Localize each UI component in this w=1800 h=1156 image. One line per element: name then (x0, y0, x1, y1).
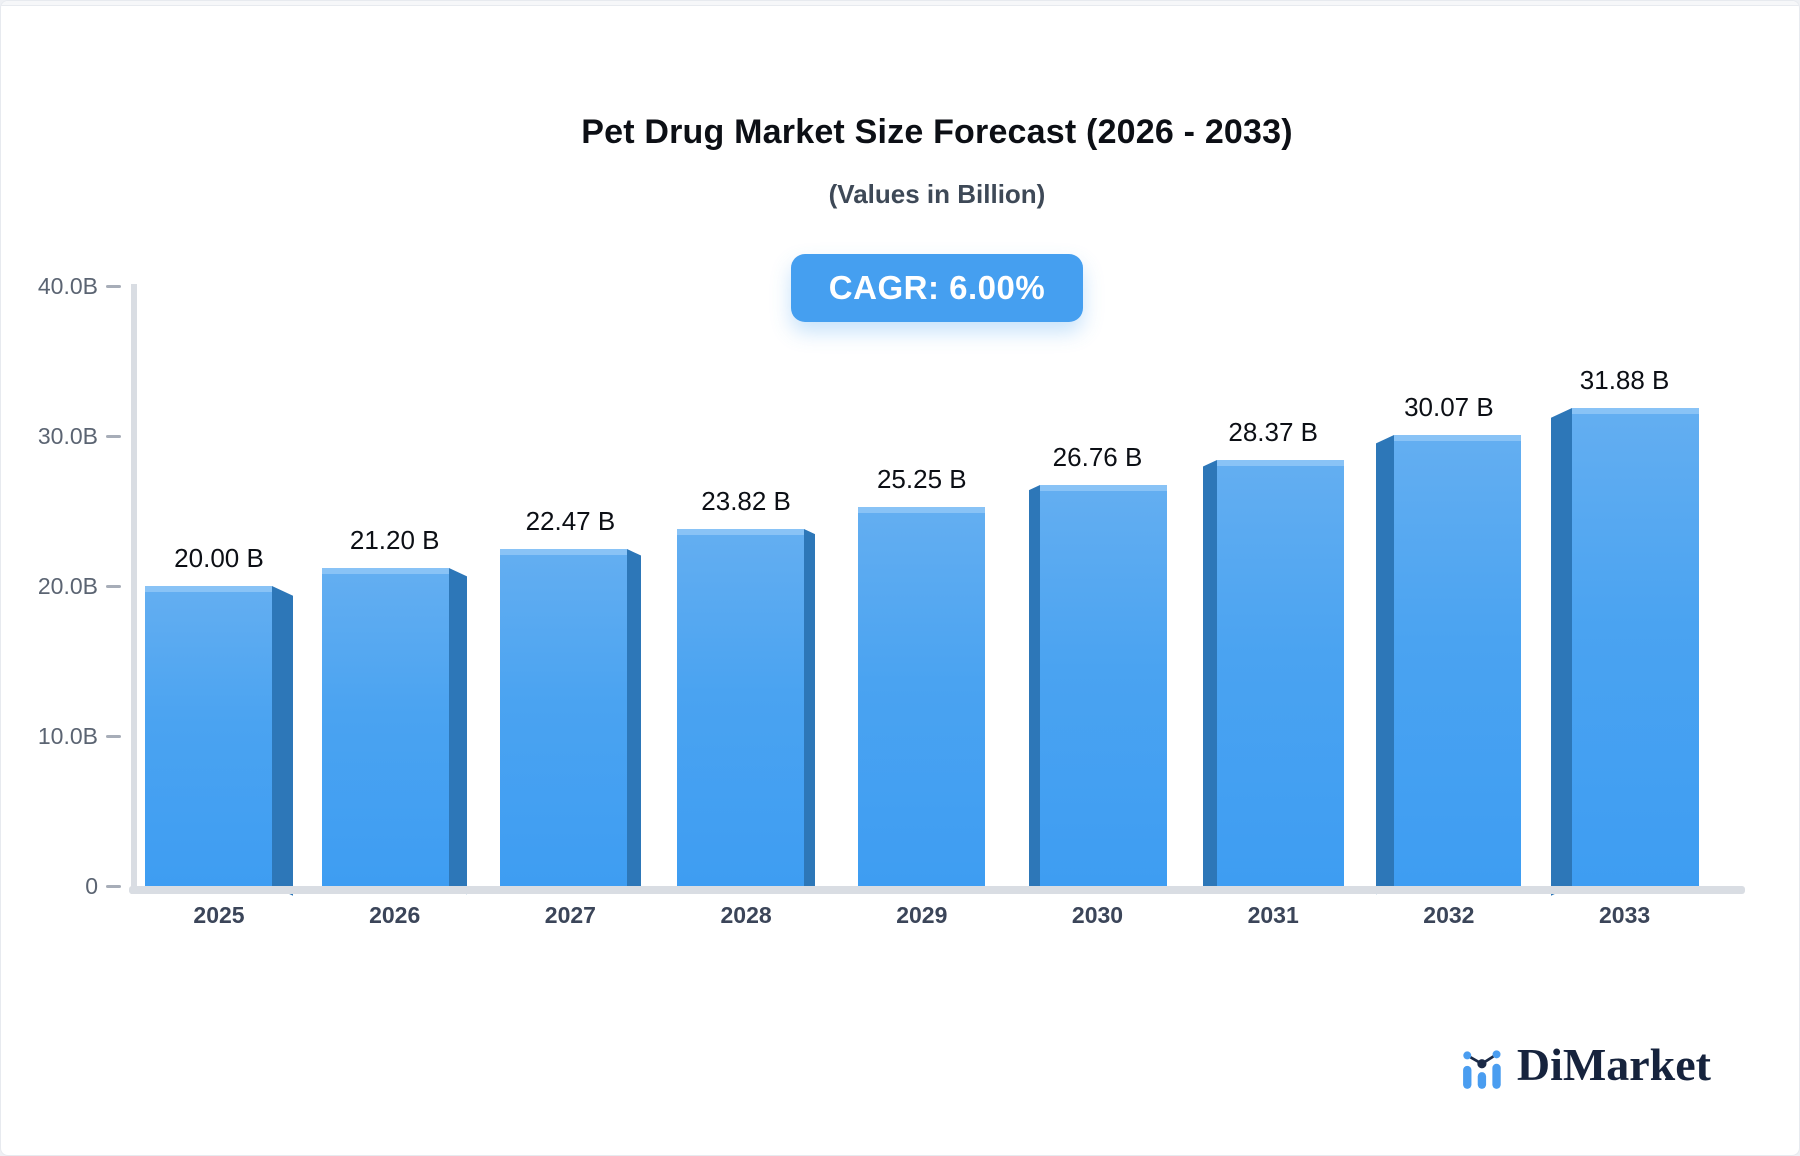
bar-2029[interactable] (858, 507, 986, 886)
bar-value-label-2029: 25.25 B (876, 464, 967, 495)
bar-side-2031 (1202, 460, 1217, 893)
x-tick-label-2031: 2031 (1247, 902, 1299, 928)
y-tick-mark (106, 734, 121, 738)
chart-title: Pet Drug Market Size Forecast (2026 - 20… (581, 113, 1293, 151)
dimarket-logo-text: DiMarket (1516, 1039, 1711, 1090)
bar-2032[interactable] (1376, 434, 1522, 895)
bar-2033[interactable] (1550, 407, 1699, 896)
y-axis-line (131, 284, 137, 894)
y-tick-mark (106, 434, 121, 438)
bar-side-2026 (449, 568, 468, 895)
bar-side-2025 (272, 586, 293, 896)
bar-face-2032 (1394, 434, 1522, 886)
bar-2026[interactable] (322, 568, 468, 895)
bar-2031[interactable] (1202, 460, 1344, 893)
bar-side-2032 (1376, 434, 1395, 895)
card-top-border (1, 1, 1799, 6)
x-tick-label-2028: 2028 (720, 902, 772, 928)
bar-2027[interactable] (499, 548, 641, 893)
bar-face-2026 (322, 568, 450, 886)
bar-face-2028 (677, 528, 805, 886)
y-tick-label-10.0B: 10.0B (37, 723, 98, 749)
y-tick-label-30.0B: 30.0B (37, 423, 98, 449)
bar-value-label-2033: 31.88 B (1579, 364, 1670, 395)
bar-side-2028 (804, 528, 816, 892)
bar-2028[interactable] (677, 528, 816, 892)
bar-side-2030 (1028, 484, 1040, 892)
bar-side-2033 (1550, 407, 1572, 896)
bar-face-2031 (1216, 460, 1344, 886)
bar-face-2033 (1571, 407, 1699, 886)
dimarket-logo-icon (1462, 1050, 1501, 1089)
bar-value-label-2027: 22.47 B (525, 505, 616, 536)
bar-face-2030 (1039, 484, 1167, 886)
x-axis-baseline (129, 886, 1745, 894)
x-tick-label-2033: 2033 (1599, 902, 1651, 928)
y-tick-mark (106, 884, 121, 888)
bar-face-2027 (499, 548, 627, 886)
chart-subtitle: (Values in Billion) (828, 179, 1046, 209)
y-tick-label-40.0B: 40.0B (37, 273, 98, 299)
bar-value-label-2032: 30.07 B (1404, 391, 1494, 422)
x-tick-label-2026: 2026 (369, 902, 421, 928)
bar-value-label-2026: 21.20 B (349, 525, 440, 555)
dimarket-watermark: DiMarket (1461, 1039, 1711, 1091)
bar-2030[interactable] (1028, 484, 1167, 892)
x-tick-label-2032: 2032 (1423, 902, 1475, 928)
bar-value-label-2031: 28.37 B (1228, 417, 1319, 448)
bar-value-label-2025: 20.00 B (174, 543, 264, 573)
y-tick-mark (106, 584, 121, 588)
y-tick-label-20.0B: 20.0B (37, 573, 98, 599)
x-tick-label-2029: 2029 (896, 902, 948, 928)
y-tick-mark (106, 284, 121, 288)
bar-side-2027 (626, 548, 641, 893)
bar-value-label-2030: 26.76 B (1052, 441, 1143, 472)
bar-face-2029 (858, 507, 986, 886)
x-tick-label-2025: 2025 (193, 902, 245, 928)
x-tick-label-2027: 2027 (544, 902, 596, 928)
bar-2025[interactable] (145, 586, 293, 896)
bar-face-2025 (145, 586, 272, 886)
x-tick-label-2030: 2030 (1071, 902, 1124, 928)
y-tick-label-0: 0 (85, 873, 98, 899)
bar-value-label-2028: 23.82 B (701, 485, 791, 516)
